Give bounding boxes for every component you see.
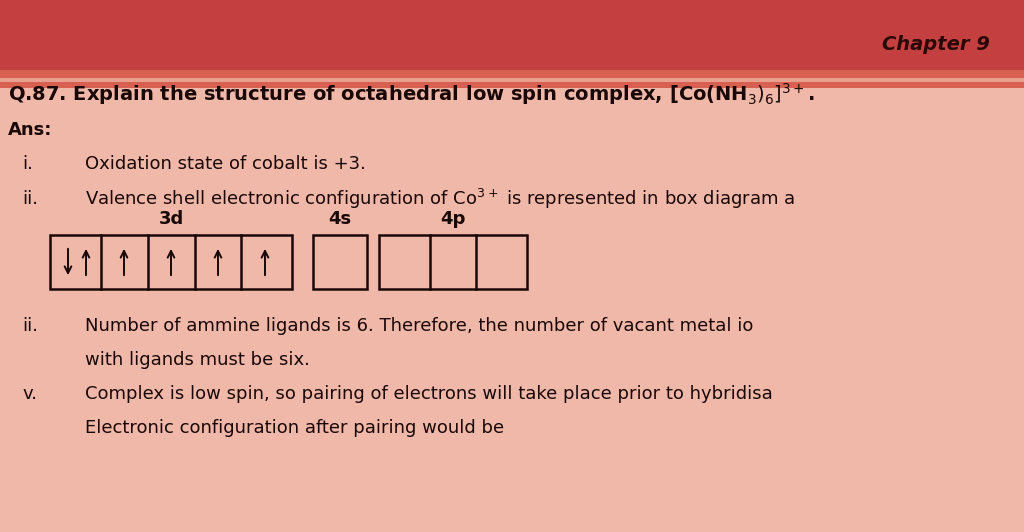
Bar xyxy=(313,235,367,289)
Text: Number of ammine ligands is 6. Therefore, the number of vacant metal io: Number of ammine ligands is 6. Therefore… xyxy=(85,317,754,335)
Bar xyxy=(0,78,1024,82)
Text: 4s: 4s xyxy=(329,210,351,228)
Text: ii.: ii. xyxy=(22,317,38,335)
Text: Valence shell electronic configuration of Co$^{3+}$ is represented in box diagra: Valence shell electronic configuration o… xyxy=(85,187,795,211)
Text: Oxidation state of cobalt is +3.: Oxidation state of cobalt is +3. xyxy=(85,155,366,173)
Bar xyxy=(0,0,1024,78)
Text: Electronic configuration after pairing would be: Electronic configuration after pairing w… xyxy=(85,419,504,437)
Bar xyxy=(0,70,1024,88)
Text: Ans:: Ans: xyxy=(8,121,52,139)
Bar xyxy=(50,235,292,289)
Text: Chapter 9: Chapter 9 xyxy=(882,36,990,54)
Text: Q.87. Explain the structure of octahedral low spin complex, [Co(NH$_3)_6]^{3+}$.: Q.87. Explain the structure of octahedra… xyxy=(8,81,814,107)
Bar xyxy=(379,235,527,289)
Text: ii.: ii. xyxy=(22,190,38,208)
Text: v.: v. xyxy=(22,385,37,403)
Text: i.: i. xyxy=(22,155,33,173)
Text: Complex is low spin, so pairing of electrons will take place prior to hybridisa: Complex is low spin, so pairing of elect… xyxy=(85,385,773,403)
Text: with ligands must be six.: with ligands must be six. xyxy=(85,351,310,369)
Text: 3d: 3d xyxy=(159,210,183,228)
Text: 4p: 4p xyxy=(440,210,466,228)
